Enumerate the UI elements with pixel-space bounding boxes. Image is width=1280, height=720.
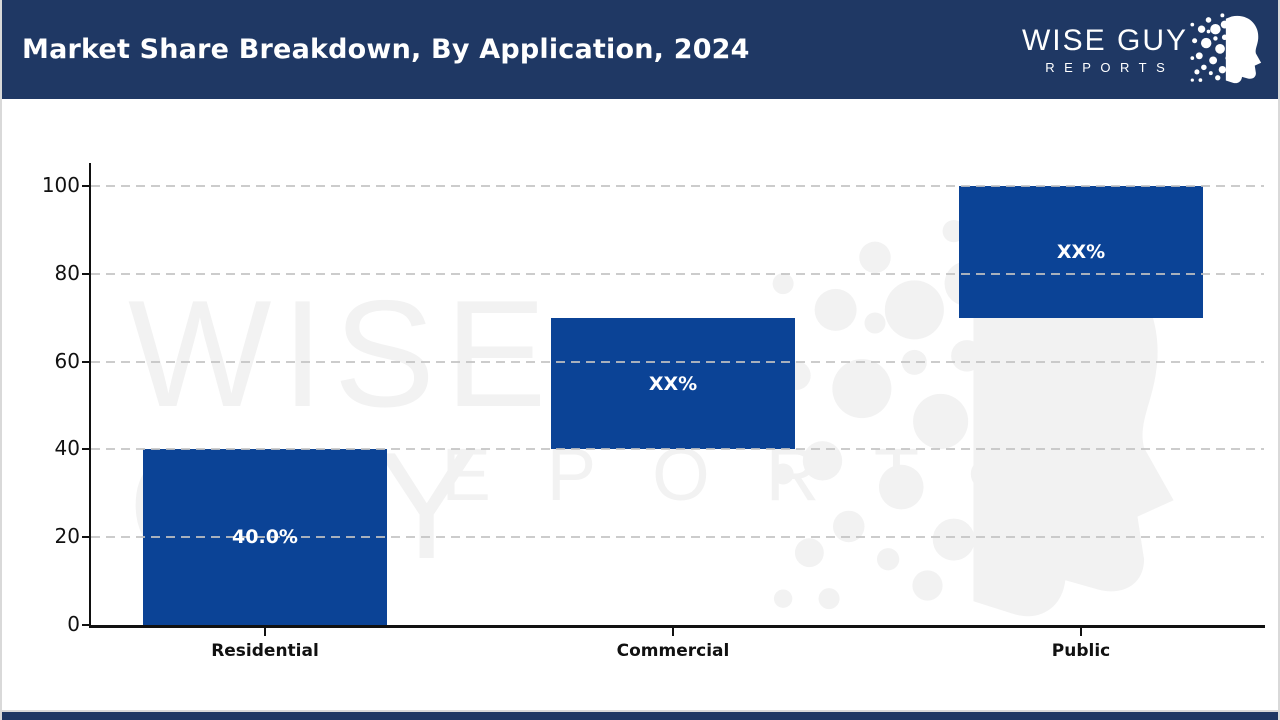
x-axis-category-label-residential: Residential: [211, 641, 319, 661]
y-axis-tick: [82, 185, 90, 187]
gridline-y20: [91, 536, 1264, 539]
footer-accent-bar: [2, 712, 1278, 720]
logo-wordmark: WISE GUY: [1021, 23, 1188, 57]
bar-commercial: [551, 317, 795, 450]
gridline-y80: [91, 272, 1264, 275]
gridline-y40: [91, 448, 1264, 451]
y-axis-tick: [82, 536, 90, 539]
logo-face-icon: [1190, 12, 1262, 83]
bar-value-label: XX%: [648, 372, 698, 395]
wise-guy-reports-logo: WISE GUY REPORTS: [1022, 8, 1264, 92]
y-axis-tick-label: 80: [54, 260, 80, 285]
x-axis-line: [89, 625, 1265, 628]
header-bar: Market Share Breakdown, By Application, …: [2, 0, 1278, 99]
y-axis-line: [89, 163, 91, 627]
x-axis-tick: [1080, 627, 1082, 636]
y-axis-tick-label: 20: [54, 524, 80, 549]
x-axis-category-label-commercial: Commercial: [616, 641, 730, 661]
chart-title: Market Share Breakdown, By Application, …: [22, 34, 750, 65]
gridline-y100: [91, 185, 1264, 187]
y-axis-tick-label: 100: [41, 173, 80, 197]
y-axis-tick-label: 40: [54, 436, 80, 461]
footer-divider: [2, 710, 1278, 712]
y-axis-tick: [82, 272, 90, 275]
bar-value-label: XX%: [1056, 240, 1106, 263]
y-axis-tick: [82, 448, 90, 451]
y-axis-tick: [82, 360, 90, 363]
x-axis-category-label-public: Public: [1051, 641, 1111, 661]
bar-value-label: 40.0%: [232, 526, 298, 549]
x-axis-tick: [672, 627, 674, 636]
y-axis-tick-label: 0: [67, 612, 80, 636]
y-axis-tick: [82, 624, 90, 626]
logo-subtext: REPORTS: [1045, 59, 1175, 75]
x-axis-tick: [264, 627, 266, 636]
gridline-y60: [91, 360, 1264, 363]
y-axis-tick-label: 60: [54, 348, 80, 373]
plot-area: 40.0% XX% XX% 0 20 40 60 80 100 Residential Commer…: [2, 99, 1278, 712]
